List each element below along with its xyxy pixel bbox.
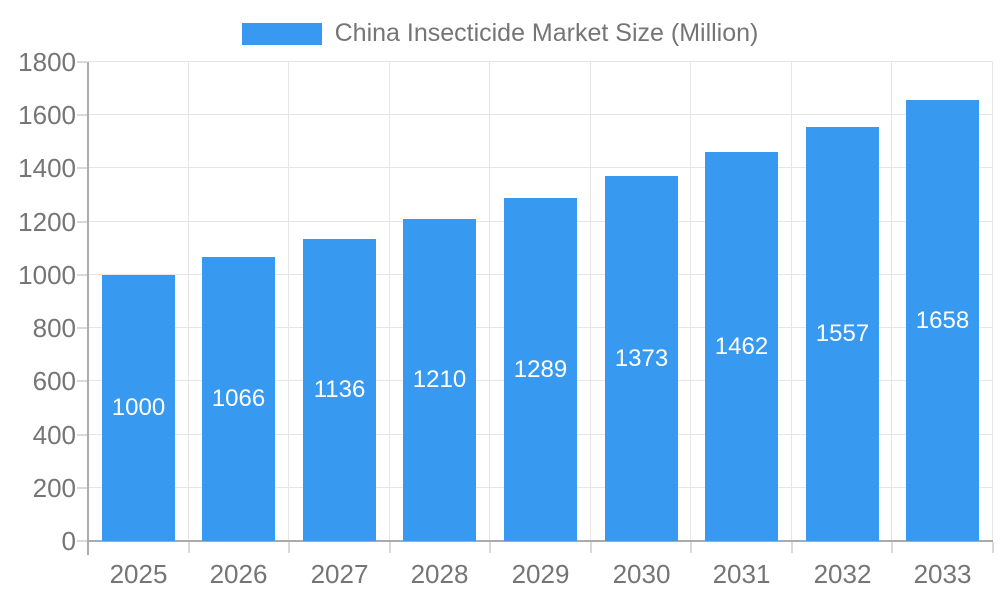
bar-2028: 1210 xyxy=(403,219,476,541)
v-gridline xyxy=(188,62,189,541)
x-axis-tick-label: 2025 xyxy=(109,559,168,589)
x-axis-tick xyxy=(188,542,190,553)
y-axis-tick-label: 1800 xyxy=(18,47,76,77)
bar-value-label: 1000 xyxy=(111,394,166,421)
x-axis-tick-label: 2026 xyxy=(209,559,268,589)
y-axis-tick xyxy=(77,167,87,169)
y-axis-tick xyxy=(77,380,87,382)
y-axis-tick xyxy=(77,434,87,436)
v-gridline xyxy=(992,62,993,541)
y-axis-tick xyxy=(77,540,87,542)
y-axis-tick-label: 1400 xyxy=(18,153,76,183)
bar-2027: 1136 xyxy=(303,239,376,541)
x-axis-tick-label: 2027 xyxy=(310,559,369,589)
x-axis-tick xyxy=(489,542,491,553)
bar-value-label: 1658 xyxy=(915,306,970,334)
x-axis-tick-label: 2028 xyxy=(410,559,469,589)
x-axis-line xyxy=(88,540,993,542)
legend[interactable]: China Insecticide Market Size (Million) xyxy=(0,19,1000,48)
x-axis-tick-label: 2029 xyxy=(511,559,570,589)
y-axis-tick xyxy=(77,221,87,223)
y-axis-tick xyxy=(77,327,87,329)
x-axis-tick-label: 2033 xyxy=(913,559,972,589)
v-gridline xyxy=(389,62,390,541)
h-gridline xyxy=(88,167,993,168)
h-gridline xyxy=(88,61,993,62)
y-axis-tick-label: 0 xyxy=(61,526,76,556)
y-axis-tick-label: 600 xyxy=(32,366,76,396)
x-axis-tick xyxy=(992,542,994,553)
y-axis-tick-label: 1600 xyxy=(18,100,76,130)
bar-2029: 1289 xyxy=(504,198,577,541)
v-gridline xyxy=(288,62,289,541)
y-axis-tick-label: 400 xyxy=(32,420,76,450)
h-gridline xyxy=(88,114,993,115)
y-axis-tick xyxy=(77,114,87,116)
bar-value-label: 1289 xyxy=(513,355,568,383)
bar-value-label: 1373 xyxy=(614,344,669,372)
y-axis-tick xyxy=(77,487,87,489)
bar-2032: 1557 xyxy=(806,127,879,541)
y-axis-tick-label: 1200 xyxy=(18,207,76,237)
y-axis-tick-label: 800 xyxy=(32,313,76,343)
bar-2025: 1000 xyxy=(102,275,175,541)
bar-2031: 1462 xyxy=(705,152,778,541)
v-gridline xyxy=(489,62,490,541)
x-axis-tick xyxy=(690,542,692,553)
y-axis-tick-label: 200 xyxy=(32,473,76,503)
bar-value-label: 1557 xyxy=(815,320,870,347)
bar-value-label: 1136 xyxy=(313,376,366,403)
plot-area: 1000 1066 1136 1210 1289 1373 1462 1557 1658 xyxy=(77,61,994,555)
legend-swatch-icon xyxy=(241,22,322,45)
x-axis-tick-label: 2032 xyxy=(813,559,872,589)
x-axis-tick-label: 2031 xyxy=(712,559,771,589)
bar-2033: 1658 xyxy=(906,100,979,541)
x-axis-tick xyxy=(389,542,391,553)
y-axis-line xyxy=(87,62,89,555)
bar-2030: 1373 xyxy=(605,176,678,541)
bar-value-label: 1462 xyxy=(714,332,769,360)
bar-2026: 1066 xyxy=(202,257,275,541)
bar-value-label: 1210 xyxy=(412,366,467,393)
x-axis-tick xyxy=(288,542,290,553)
legend-label: China Insecticide Market Size (Million) xyxy=(334,19,759,47)
v-gridline xyxy=(891,62,892,541)
x-axis-tick xyxy=(590,542,592,553)
x-axis-tick xyxy=(791,542,793,553)
v-gridline xyxy=(791,62,792,541)
x-axis-tick-label: 2030 xyxy=(612,559,671,589)
v-gridline xyxy=(690,62,691,541)
y-axis-tick xyxy=(77,274,87,276)
bar-value-label: 1066 xyxy=(211,385,266,412)
y-axis-tick xyxy=(77,61,87,63)
y-axis-tick-label: 1000 xyxy=(18,260,76,290)
v-gridline xyxy=(590,62,591,541)
x-axis-tick xyxy=(891,542,893,553)
